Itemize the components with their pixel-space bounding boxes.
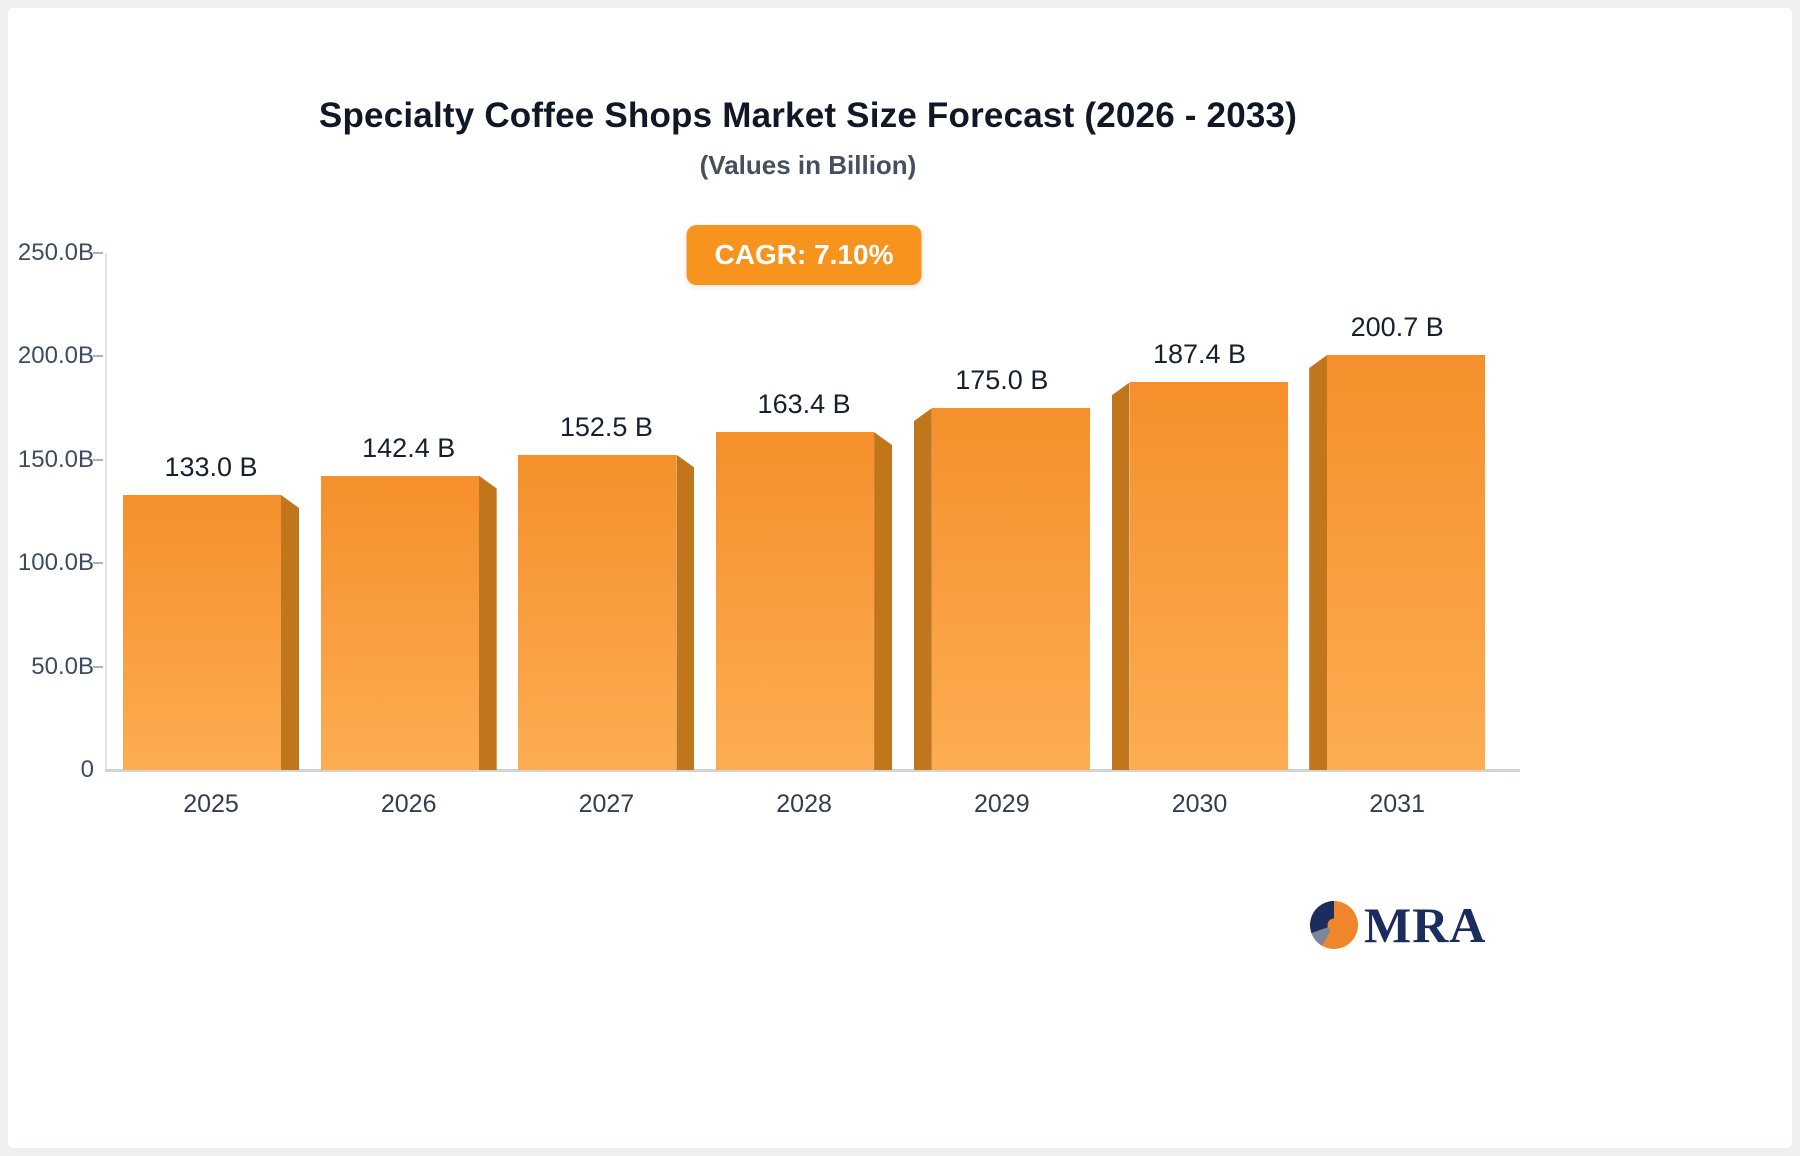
bar-value-label: 187.4 B bbox=[1152, 339, 1247, 370]
y-tick-label: 200.0B bbox=[17, 342, 94, 370]
x-tick-label: 2031 bbox=[1369, 790, 1425, 818]
x-tick-label: 2025 bbox=[183, 790, 239, 818]
x-axis-line bbox=[105, 769, 1520, 772]
bar-face bbox=[123, 494, 281, 770]
bar-value-label: 163.4 B bbox=[757, 389, 851, 420]
bar-value-label: 152.5 B bbox=[559, 411, 653, 442]
x-tick-label: 2027 bbox=[578, 790, 635, 818]
cagr-badge: CAGR: 7.10% bbox=[686, 225, 922, 285]
logo-text: MRA bbox=[1364, 897, 1487, 953]
bar-value-label: 200.7 B bbox=[1350, 311, 1444, 342]
y-tick-mark bbox=[93, 665, 103, 668]
x-tick-label: 2026 bbox=[380, 790, 437, 818]
bar: 163.4 B bbox=[716, 389, 893, 770]
bar: 175.0 B bbox=[913, 365, 1090, 770]
chart-subtitle: (Values in Billion) bbox=[699, 150, 917, 180]
bar: 200.7 B bbox=[1309, 312, 1486, 770]
bar-chart: 133.0 B 142.4 B 152.5 B 163.4 B 175.0 B 187.4… bbox=[8, 239, 1538, 853]
pie-icon bbox=[1310, 901, 1358, 949]
bar-depth-side bbox=[1309, 354, 1328, 770]
bar-face bbox=[1129, 382, 1288, 770]
bar-value-label: 175.0 B bbox=[955, 365, 1049, 396]
y-tick-label: 100.0B bbox=[17, 549, 94, 577]
bar-value-label: 142.4 B bbox=[362, 432, 456, 463]
y-tick-mark bbox=[93, 252, 103, 254]
brand-logo: MRA bbox=[1310, 900, 1486, 950]
chart-canvas: Specialty Coffee Shops Market Size Forec… bbox=[8, 8, 1792, 1148]
x-tick-label: 2030 bbox=[1171, 790, 1228, 818]
bar-depth-side bbox=[676, 454, 695, 770]
x-tick-label: 2029 bbox=[973, 790, 1030, 818]
bar-depth-side bbox=[874, 432, 893, 770]
y-axis-line bbox=[105, 253, 107, 770]
y-tick-mark bbox=[93, 458, 103, 461]
y-tick-label: 50.0B bbox=[31, 652, 94, 680]
bar: 152.5 B bbox=[518, 412, 695, 770]
bar-face bbox=[931, 408, 1090, 770]
bar: 142.4 B bbox=[320, 433, 497, 770]
bar-face bbox=[518, 454, 677, 770]
y-tick-label: 250.0B bbox=[17, 239, 94, 266]
y-tick-label: 0 bbox=[80, 756, 94, 783]
bar-depth-side bbox=[478, 475, 497, 770]
bar: 187.4 B bbox=[1111, 339, 1288, 770]
chart-title: Specialty Coffee Shops Market Size Forec… bbox=[318, 96, 1298, 135]
bar-value-label: 133.0 B bbox=[164, 451, 258, 482]
bar-depth-side bbox=[281, 494, 299, 770]
chart-header: Specialty Coffee Shops Market Size Forec… bbox=[8, 96, 1608, 181]
bar-face bbox=[320, 475, 479, 770]
y-tick-mark bbox=[93, 562, 103, 565]
bar-depth-side bbox=[1111, 382, 1130, 770]
bar-face bbox=[1327, 354, 1486, 770]
bar-face bbox=[716, 432, 875, 770]
y-tick-label: 150.0B bbox=[17, 445, 94, 473]
x-tick-label: 2028 bbox=[776, 790, 832, 818]
plot-area: 133.0 B 142.4 B 152.5 B 163.4 B 175.0 B 187.4… bbox=[105, 253, 1520, 772]
bar: 133.0 B bbox=[123, 452, 299, 770]
bar-depth-side bbox=[913, 408, 932, 770]
y-tick-mark bbox=[93, 355, 103, 358]
